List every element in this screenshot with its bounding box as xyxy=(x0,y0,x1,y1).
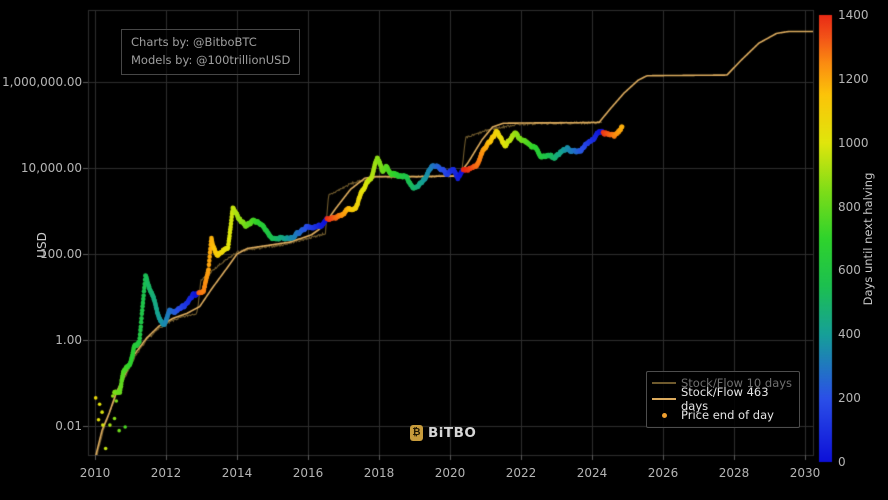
colorbar-tick-label: 800 xyxy=(838,199,861,214)
x-tick-label: 2016 xyxy=(292,466,324,480)
y-tick-label: 1.00 xyxy=(55,333,82,347)
credits-box: Charts by: @BitboBTC Models by: @100tril… xyxy=(121,29,301,75)
x-tick-label: 2026 xyxy=(647,466,679,480)
legend-item-label: Price end of day xyxy=(681,408,774,422)
credits-charts-by: Charts by: @BitboBTC xyxy=(131,35,257,49)
legend-item: Price end of day xyxy=(647,407,799,423)
colorbar-tick-label: 1400 xyxy=(838,8,869,22)
x-tick-label: 2030 xyxy=(789,466,821,480)
legend-item-label: Stock/Flow 10 days xyxy=(681,376,793,390)
x-tick-label: 2010 xyxy=(79,466,111,480)
y-tick-label: 1,000,000.00 xyxy=(2,75,83,89)
colorbar-tick-label: 200 xyxy=(838,391,861,406)
legend-dot-swatch xyxy=(647,412,681,418)
colorbar-tick-label: 1000 xyxy=(838,135,869,150)
legend-line-swatch xyxy=(647,382,681,384)
bitbo-logo-text: BiTBO xyxy=(428,425,477,441)
colorbar-tick-label: 0 xyxy=(838,455,846,469)
colorbar-tick-label: 600 xyxy=(838,263,861,278)
legend-item-label: Stock/Flow 463 days xyxy=(681,385,769,413)
x-tick-label: 2018 xyxy=(363,466,395,480)
x-tick-label: 2020 xyxy=(434,466,466,480)
x-tick-label: 2024 xyxy=(576,466,608,480)
legend-item: Stock/Flow 10 days xyxy=(647,375,799,391)
colorbar-tick-label: 400 xyxy=(838,327,861,342)
x-tick-label: 2028 xyxy=(718,466,750,480)
colorbar-title: Days until next halving xyxy=(861,172,875,306)
colorbar-tick-label: 1200 xyxy=(838,71,869,86)
y-tick-label: 0.01 xyxy=(55,419,82,433)
bitbo-coin-icon: ₿ xyxy=(410,425,423,441)
bitcoin-glyph: ₿ xyxy=(412,427,421,438)
credits-models-by: Models by: @100trillionUSD xyxy=(131,52,291,67)
bitbo-logo: ₿ BiTBO xyxy=(410,425,476,441)
legend-item: Stock/Flow 463 days xyxy=(647,385,799,413)
x-tick-label: 2014 xyxy=(221,466,253,480)
legend-line-swatch xyxy=(647,398,681,400)
y-tick-label: 10,000.00 xyxy=(20,161,82,175)
x-tick-label: 2012 xyxy=(150,466,182,480)
legend: Stock/Flow 10 days Stock/Flow 463 days Pri… xyxy=(646,371,800,428)
x-tick-label: 2022 xyxy=(505,466,537,480)
y-tick-label: 100.00 xyxy=(40,247,82,261)
